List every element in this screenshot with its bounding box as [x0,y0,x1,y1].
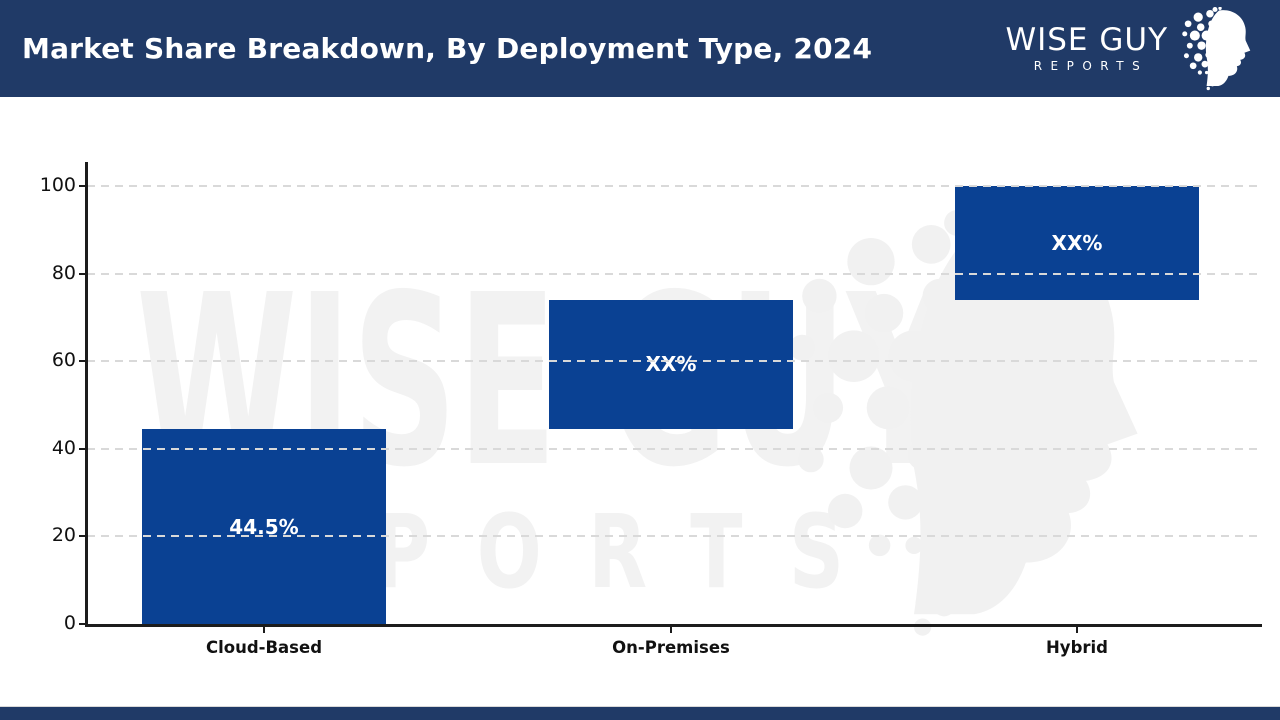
y-tick-label: 60 [51,349,76,372]
y-tick-mark [79,272,86,275]
gridline [87,535,1262,538]
bar-value-label: XX% [645,352,697,377]
bar-value-label: 44.5% [229,514,299,539]
bar-cloud-based: 44.5% [142,429,386,624]
logo-text: WISE GUY REPORTS [1005,22,1168,73]
bar-on-premises: XX% [549,299,793,430]
gridline [87,272,1262,275]
logo-subtext: REPORTS [1033,59,1149,73]
x-tick-label-hybrid: Hybrid [1046,638,1108,657]
x-tick-mark [1076,626,1078,633]
y-tick-label: 40 [51,436,76,459]
y-tick-mark [79,535,86,538]
logo-face-icon [1182,6,1251,90]
gridline [87,360,1262,363]
y-tick-label: 20 [51,524,76,547]
y-axis-spine [85,162,88,627]
x-axis-spine [85,624,1262,627]
y-tick-mark [79,447,86,450]
bar-hybrid: XX% [955,186,1199,300]
x-tick-label-cloud-based: Cloud-Based [205,638,323,657]
x-tick-mark [670,626,672,633]
x-tick-label-on-premises: On-Premises [612,638,730,657]
bar-value-label: XX% [1051,230,1103,255]
header-bar: Market Share Breakdown, By Deployment Ty… [0,0,1280,97]
wiseguy-logo: WISE GUY REPORTS [1005,6,1258,91]
y-tick-mark [79,360,86,363]
footer-bar [0,706,1280,720]
logo-wordmark: WISE GUY [1005,22,1168,58]
y-tick-label: 80 [51,261,76,284]
y-tick-label: 0 [63,612,76,634]
chart-title: Market Share Breakdown, By Deployment Ty… [22,32,873,65]
y-tick-label: 100 [39,174,76,196]
y-tick-mark [79,185,86,187]
x-tick-mark [263,626,265,633]
gridline [87,447,1262,450]
y-tick-mark [79,623,86,625]
gridline [87,185,1262,187]
